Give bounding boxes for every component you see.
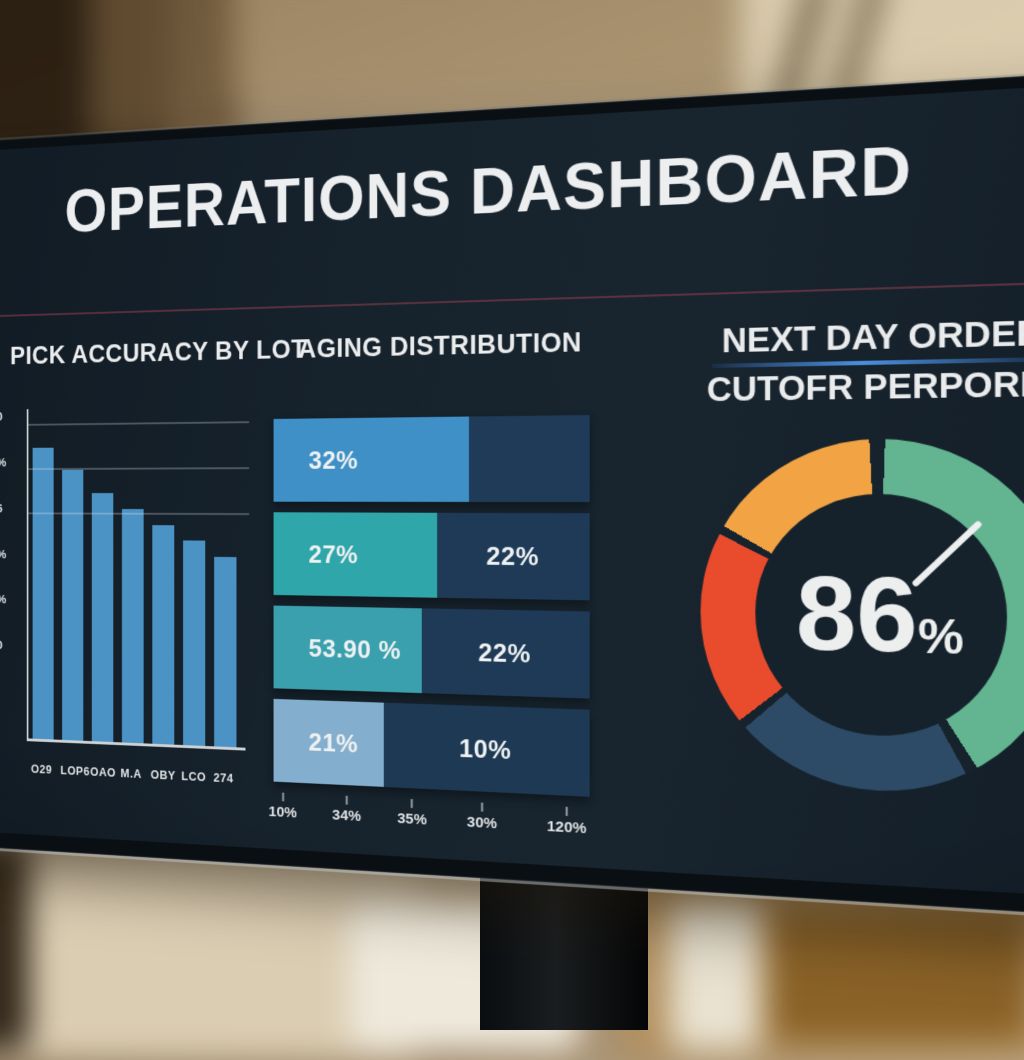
accuracy-bar-label: O29 xyxy=(30,762,53,777)
aging-axis: 10% 34% 35% 30% 120% xyxy=(269,792,590,852)
accuracy-bar xyxy=(91,493,114,743)
aging-segment: 21% xyxy=(273,698,384,787)
aging-segment-label: 32% xyxy=(308,444,359,475)
aging-segment: 27% xyxy=(273,512,438,598)
accuracy-y-tick: 00 xyxy=(0,409,3,424)
accuracy-y-tick: 9% xyxy=(0,592,7,607)
aging-row: 27% 22% xyxy=(273,512,590,601)
tick-label: 35% xyxy=(397,810,427,829)
pick-accuracy-heading: PICK ACCURACY BY LOT xyxy=(10,334,307,370)
aging-axis-tick: 10% xyxy=(269,792,297,822)
accuracy-bar-label: LOP6 xyxy=(60,763,90,779)
aging-axis-tick: 120% xyxy=(547,806,587,838)
accuracy-bar xyxy=(32,447,54,740)
dashboard-screen: OPERATIONS DASHBOARD PICK ACCURACY BY LO… xyxy=(0,79,1024,902)
aging-segment: 10% xyxy=(383,702,590,797)
tick-label: 34% xyxy=(332,806,362,825)
panel-cutoff-performance: NEXT DAY ORDER CUTOFR PERPORMANCO 86 % xyxy=(623,301,1024,895)
accuracy-y-tick: b xyxy=(0,729,27,744)
aging-heading: AGING DISTRIBUTION xyxy=(298,327,582,364)
aging-segment: 53.90 % xyxy=(273,605,422,694)
tick-mark xyxy=(480,802,483,812)
accuracy-bar-label: 274 xyxy=(213,771,234,786)
dashboard-panels: PICK ACCURACY BY LOT 00 9% 96 7% 9% 70 6 b O29 L… xyxy=(0,301,1024,895)
accuracy-bar-label: OAO xyxy=(90,765,116,780)
aging-segment-label: 53.90 % xyxy=(308,632,401,665)
pick-accuracy-chart: 00 9% 96 7% 9% 70 6 b xyxy=(0,405,263,765)
gridline xyxy=(28,467,250,470)
tick-mark xyxy=(345,795,348,805)
pick-accuracy-ylabels: 00 9% 96 7% 9% 70 6 b xyxy=(0,409,27,754)
aging-segment-label: 27% xyxy=(308,538,359,569)
aging-segment-label: 21% xyxy=(308,726,359,758)
accuracy-bar-label: OBY xyxy=(150,768,176,783)
page-title: OPERATIONS DASHBOARD xyxy=(64,131,913,246)
accuracy-y-tick: 96 xyxy=(0,501,3,515)
aging-segment-label: 22% xyxy=(478,636,531,669)
warehouse-shelf-blur xyxy=(230,0,750,100)
accuracy-y-tick: 70 xyxy=(0,638,3,653)
cutoff-donut-gauge: 86 % xyxy=(700,437,1024,800)
aging-axis-tick: 30% xyxy=(467,802,497,833)
gauge-value: 86 xyxy=(795,554,918,676)
gauge-center-value: 86 % xyxy=(701,437,1024,799)
warehouse-crate-blur xyxy=(770,910,1024,1040)
gauge-unit: % xyxy=(917,608,964,665)
aging-segment-label: 22% xyxy=(486,540,540,571)
panel-pick-accuracy: PICK ACCURACY BY LOT 00 9% 96 7% 9% 70 6 b O29 L… xyxy=(0,326,307,843)
warehouse-door-blur xyxy=(670,900,760,1050)
pick-accuracy-xlabels: O29 LOP6 OAO M.A OBY LCO 274 xyxy=(0,760,263,787)
cutoff-heading-line1: NEXT DAY ORDER xyxy=(721,312,1024,360)
cutoff-heading-line2: CUTOFR PERPORMANCO xyxy=(706,361,1024,409)
accuracy-bar xyxy=(121,508,144,744)
accuracy-bar xyxy=(214,556,237,748)
tick-mark xyxy=(565,806,568,816)
accuracy-bar xyxy=(152,525,175,745)
aging-rows: 32% 27% 22% 53.90 % 22% 21% 10% xyxy=(273,414,609,798)
aging-segment xyxy=(469,414,590,503)
gridline xyxy=(28,421,250,426)
monitor: OPERATIONS DASHBOARD PICK ACCURACY BY LO… xyxy=(0,66,1024,922)
accuracy-y-tick: 9% xyxy=(0,455,7,470)
pick-accuracy-bars xyxy=(26,405,250,751)
tick-label: 30% xyxy=(466,813,498,833)
tick-mark xyxy=(411,799,413,809)
monitor-stand xyxy=(480,870,648,1030)
warehouse-brown-box-blur xyxy=(90,0,240,150)
accuracy-y-tick: 6 xyxy=(0,684,27,699)
aging-axis-tick: 34% xyxy=(332,795,361,826)
tick-label: 120% xyxy=(546,817,587,838)
aging-segment-label: 10% xyxy=(459,732,512,765)
aging-segment: 32% xyxy=(273,416,470,502)
accuracy-bar-label: M.A xyxy=(120,766,142,781)
accuracy-y-tick: 7% xyxy=(0,546,7,561)
aging-row: 53.90 % 22% xyxy=(273,605,590,699)
tick-mark xyxy=(281,792,284,802)
aging-row: 32% xyxy=(273,414,590,503)
aging-axis-tick: 35% xyxy=(397,798,427,829)
warehouse-dark-edge-blur xyxy=(0,840,30,1050)
tick-label: 10% xyxy=(268,803,297,822)
accuracy-bar xyxy=(62,469,84,741)
panel-aging-distribution: AGING DISTRIBUTION 32% 27% 22% 53.90 % 22% 21… xyxy=(263,316,623,864)
accuracy-bar-label: LCO xyxy=(181,769,206,785)
aging-segment: 22% xyxy=(421,608,590,699)
accuracy-bar xyxy=(183,540,206,746)
aging-row: 21% 10% xyxy=(273,698,590,797)
aging-segment: 22% xyxy=(437,512,590,601)
